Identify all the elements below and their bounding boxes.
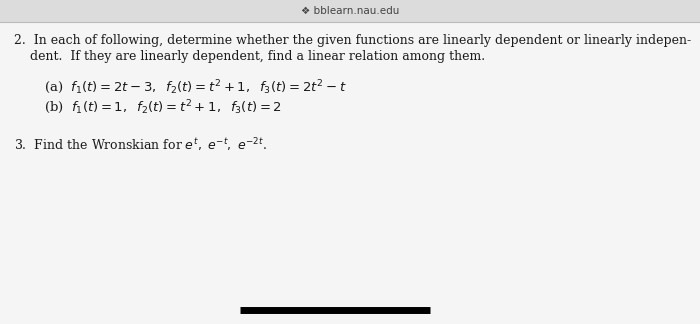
Text: ❖ bblearn.nau.edu: ❖ bblearn.nau.edu bbox=[301, 6, 399, 16]
Text: 2.  In each of following, determine whether the given functions are linearly dep: 2. In each of following, determine wheth… bbox=[14, 34, 691, 47]
Bar bbox=[0, 0, 700, 22]
Text: dent.  If they are linearly dependent, find a linear relation among them.: dent. If they are linearly dependent, fi… bbox=[30, 50, 485, 63]
Text: (b)  $f_1(t) = 1, \;\; f_2(t) = t^2 + 1, \;\; f_3(t) = 2$: (b) $f_1(t) = 1, \;\; f_2(t) = t^2 + 1, … bbox=[44, 98, 282, 116]
Text: (a)  $f_1(t) = 2t - 3, \;\; f_2(t) = t^2 + 1, \;\; f_3(t) = 2t^2 - t$: (a) $f_1(t) = 2t - 3, \;\; f_2(t) = t^2 … bbox=[44, 78, 346, 96]
Text: 3.  Find the Wronskian for $e^t,\ e^{-t},\ e^{-2t}$.: 3. Find the Wronskian for $e^t,\ e^{-t},… bbox=[14, 136, 267, 154]
